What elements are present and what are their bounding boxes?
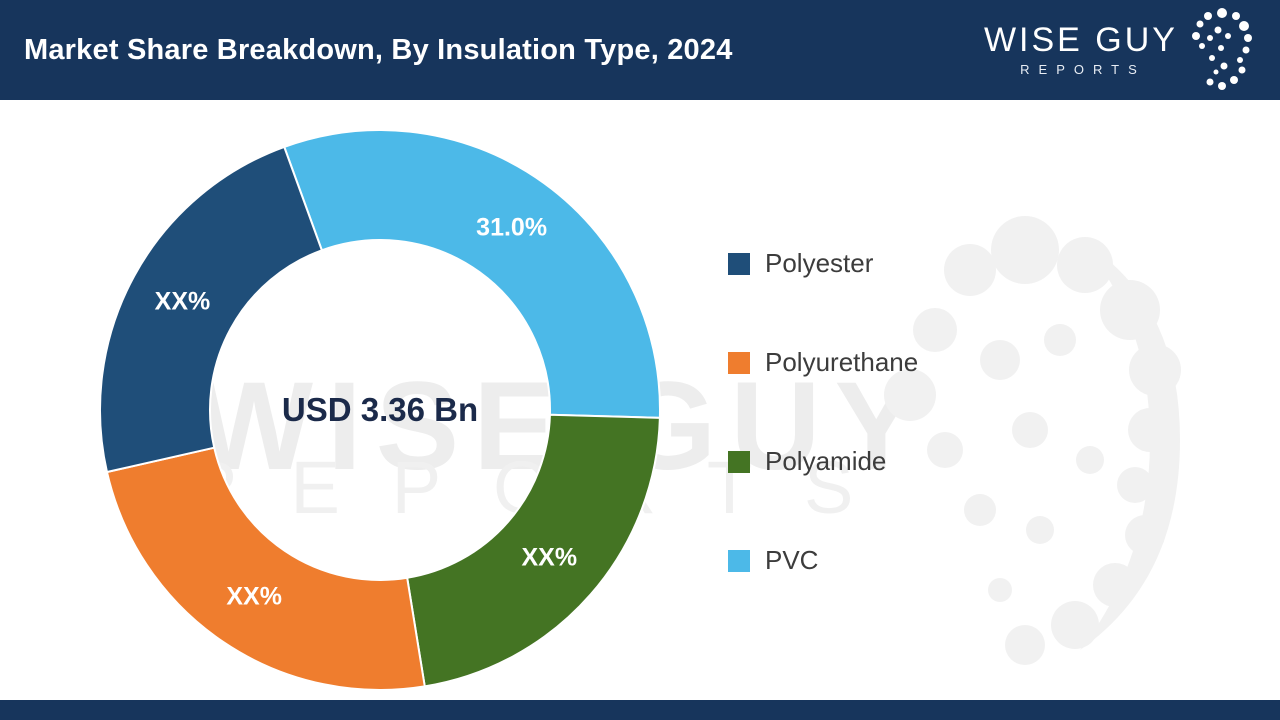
legend-swatch-pvc xyxy=(728,549,750,572)
slice-label-polyurethane: XX% xyxy=(226,582,282,611)
donut-segment-polyamide xyxy=(406,413,661,688)
logo-line1: WISE GUY xyxy=(983,21,1178,60)
donut-center-value: USD 3.36 Bn xyxy=(281,391,479,428)
logo-line2: REPORTS xyxy=(1020,61,1146,77)
chart-stage: WISE GUY REPORTS USD 3.36 Bn PolyesterPo… xyxy=(0,100,1280,700)
legend-item-polyurethane: Polyurethane xyxy=(728,347,918,378)
legend-swatch-polyurethane xyxy=(728,351,750,374)
legend-label: PVC xyxy=(765,545,819,575)
header-bar: Market Share Breakdown, By Insulation Ty… xyxy=(0,0,1280,100)
legend-item-polyamide: Polyamide xyxy=(728,446,918,477)
footer-bar xyxy=(0,700,1280,720)
legend-label: Polyester xyxy=(765,248,874,278)
wiseguy-logo: WISE GUY REPORTS xyxy=(984,8,1252,92)
legend-item-pvc: PVC xyxy=(728,545,918,576)
slice-label-polyamide: XX% xyxy=(521,543,578,572)
donut-chart: USD 3.36 Bn Polyester Polyurethane Polyami… xyxy=(0,100,1280,700)
legend-label: Polyurethane xyxy=(765,347,919,377)
donut-svg xyxy=(99,129,661,691)
legend-label: Polyamide xyxy=(765,446,887,476)
watermark-head-icon xyxy=(884,216,1181,665)
donut-segment-pvc xyxy=(282,129,661,419)
slice-label-pvc: 31.0% xyxy=(476,213,548,241)
legend-swatch-polyester xyxy=(728,252,750,275)
donut-segment-polyurethane xyxy=(105,446,426,691)
chart-legend: Polyester Polyurethane Polyamide PVC xyxy=(728,248,918,576)
page-title: Market Share Breakdown, By Insulation Ty… xyxy=(24,33,733,66)
legend-swatch-polyamide xyxy=(728,450,750,473)
legend-item-polyester: Polyester xyxy=(728,248,918,279)
donut-segment-polyester xyxy=(99,145,324,474)
logo-head-dots-icon xyxy=(1192,8,1252,90)
logo-text: WISE GUY REPORTS xyxy=(983,21,1178,77)
slice-label-polyester: XX% xyxy=(154,287,211,316)
